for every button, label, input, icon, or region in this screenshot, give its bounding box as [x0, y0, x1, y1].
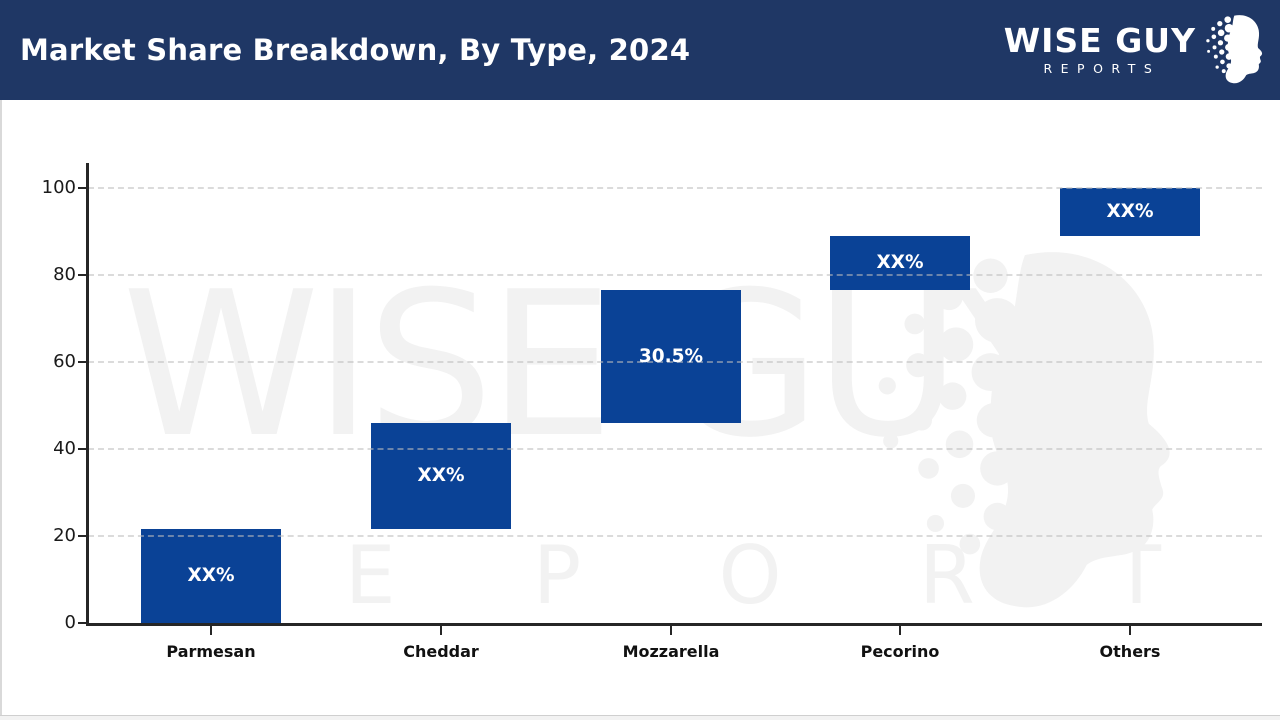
gridline-40 — [88, 448, 1262, 450]
category-label-cheddar: Cheddar — [403, 642, 479, 661]
y-tick-mark-100 — [78, 187, 86, 189]
y-tick-label-100: 100 — [41, 177, 76, 198]
bar-mozzarella — [601, 290, 741, 423]
logo-wordmark: WISE GUY — [1003, 21, 1196, 61]
bottom-divider — [0, 715, 1280, 720]
bar-cheddar — [371, 422, 511, 530]
bar-value-label-parmesan: XX% — [187, 565, 235, 587]
x-tick-mark-others — [1129, 626, 1131, 635]
y-tick-label-80: 80 — [53, 264, 76, 285]
y-tick-mark-80 — [78, 274, 86, 276]
y-tick-label-20: 20 — [53, 525, 76, 546]
category-label-pecorino: Pecorino — [860, 642, 940, 661]
y-tick-label-0: 0 — [64, 612, 76, 633]
x-tick-mark-cheddar — [440, 626, 442, 635]
x-tick-mark-parmesan — [210, 626, 212, 635]
y-tick-mark-0 — [78, 622, 86, 624]
watermark-face-icon — [878, 252, 1170, 608]
waterfall-chart: WISE GUY R E P O R T S 0 20 40 60 80 100 XX% Pa… — [0, 100, 1280, 720]
left-edge-divider — [0, 100, 2, 720]
bar-value-label-mozzarella: 30.5% — [638, 345, 704, 367]
y-axis-line — [86, 163, 89, 626]
chart-title: Market Share Breakdown, By Type, 2024 — [20, 33, 691, 67]
logo-subtitle: REPORTS — [1043, 60, 1161, 76]
logo-text: WISE GUY REPORTS — [1004, 24, 1196, 76]
bar-value-label-others: XX% — [1106, 200, 1154, 222]
category-label-parmesan: Parmesan — [166, 642, 256, 661]
category-label-mozzarella: Mozzarella — [622, 642, 720, 661]
bar-parmesan — [141, 529, 281, 623]
y-tick-label-60: 60 — [53, 351, 76, 372]
gridline-100 — [88, 187, 1262, 189]
bar-value-label-cheddar: XX% — [417, 465, 465, 487]
bar-pecorino — [830, 235, 970, 291]
header-bar: Market Share Breakdown, By Type, 2024 WI… — [0, 0, 1280, 100]
gridline-80 — [88, 274, 1262, 276]
gridline-60 — [88, 361, 1262, 363]
wise-guy-reports-logo: WISE GUY REPORTS — [1004, 8, 1266, 92]
bar-others — [1060, 188, 1200, 236]
bar-value-label-pecorino: XX% — [876, 252, 924, 274]
x-axis-line — [86, 623, 1262, 626]
y-tick-mark-60 — [78, 361, 86, 363]
y-tick-label-40: 40 — [53, 438, 76, 459]
x-tick-mark-mozzarella — [670, 626, 672, 635]
y-tick-mark-20 — [78, 535, 86, 537]
category-label-others: Others — [1099, 642, 1161, 661]
x-tick-mark-pecorino — [899, 626, 901, 635]
gridline-20 — [88, 535, 1262, 537]
y-tick-mark-40 — [78, 448, 86, 450]
logo-face-icon — [1206, 15, 1263, 84]
